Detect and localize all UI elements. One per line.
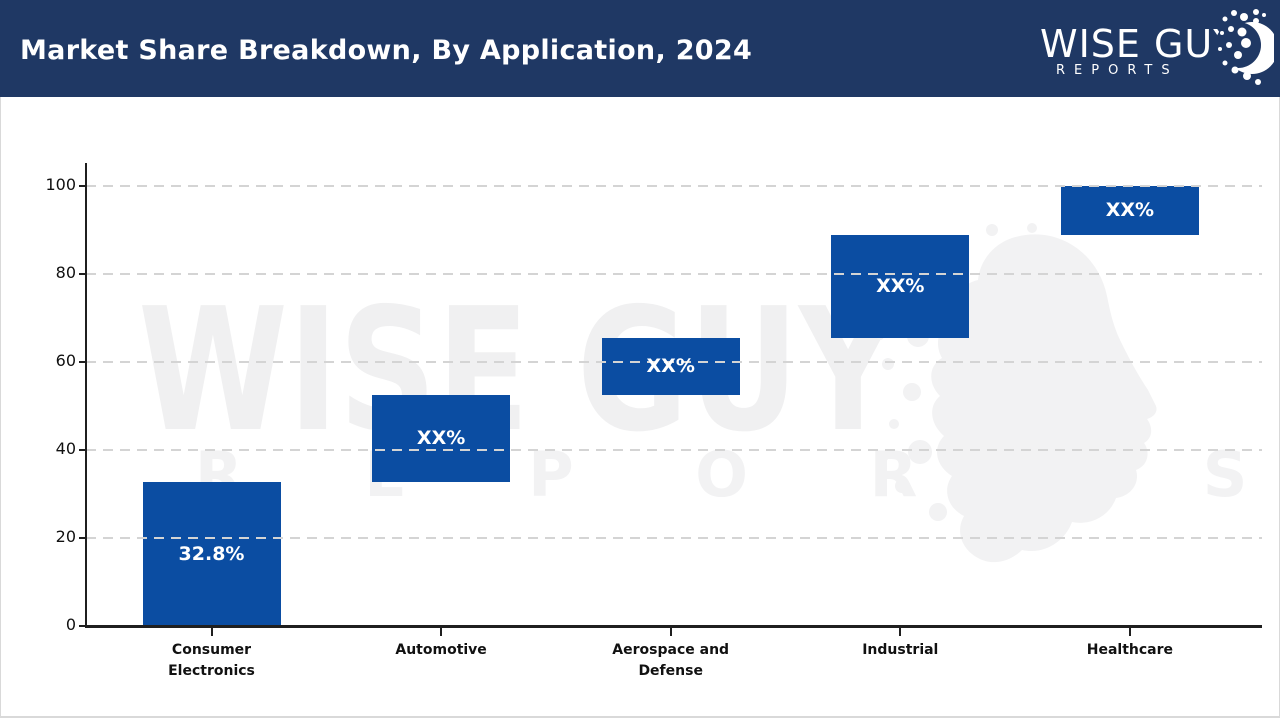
page-title: Market Share Breakdown, By Application, … [20,35,753,66]
x-tick-mark-consumer-electronics [210,628,213,636]
y-tick-mark-80 [79,273,86,275]
y-tick-label-40: 40 [55,439,76,458]
x-tick-mark-aerospace-and-defense [669,628,672,636]
x-tick-mark-automotive [440,628,443,636]
x-label-consumer-electronics: Consumer Electronics [168,642,255,679]
bar-value-label-automotive: XX% [416,427,466,450]
bar-industrial [831,234,970,338]
y-tick-label-100: 100 [45,175,76,194]
gridline-80 [86,273,1262,275]
y-tick-label-80: 80 [55,263,76,282]
watermark-wordmark: WISE GUY [138,272,898,470]
x-tick-mark-healthcare [1128,628,1131,636]
frame-border-left [0,97,1,717]
bar-aerospace-and-defense [601,337,740,395]
x-tick-mark-industrial [899,628,902,636]
logo-head-icon [1216,9,1274,85]
y-tick-mark-100 [79,185,86,187]
y-tick-mark-20 [79,537,86,539]
x-label-aerospace-and-defense: Aerospace and Defense [612,642,730,679]
y-tick-mark-0 [79,625,86,627]
logo-subtext: REPORTS [1056,63,1179,78]
gridline-100 [86,185,1262,187]
gridline-20 [86,537,1262,539]
x-label-automotive: Automotive [395,642,487,658]
y-axis-line [85,163,87,627]
gridline-60 [86,361,1262,363]
x-axis-line [85,625,1262,628]
y-tick-label-20: 20 [55,527,76,546]
x-label-healthcare: Healthcare [1086,642,1174,658]
bar-value-label-healthcare: XX% [1105,199,1155,222]
header-bar: Market Share Breakdown, By Application, … [0,0,1280,97]
y-tick-mark-40 [79,449,86,451]
bar-healthcare [1060,186,1199,235]
y-tick-mark-60 [79,361,86,363]
bar-automotive [372,395,511,482]
bar-value-label-aerospace-and-defense: XX% [646,355,695,378]
bar-value-label-industrial: XX% [876,275,925,298]
y-tick-label-60: 60 [55,351,76,370]
bar-consumer-electronics [142,481,281,626]
x-label-industrial: Industrial [862,642,939,658]
y-tick-label-0: 0 [65,615,76,634]
gridline-40 [86,449,1262,451]
frame-border-bottom [0,716,1280,718]
logo-wordmark: WISE GUY [1040,22,1238,66]
bar-value-label-consumer-electronics: 32.8% [178,542,245,565]
